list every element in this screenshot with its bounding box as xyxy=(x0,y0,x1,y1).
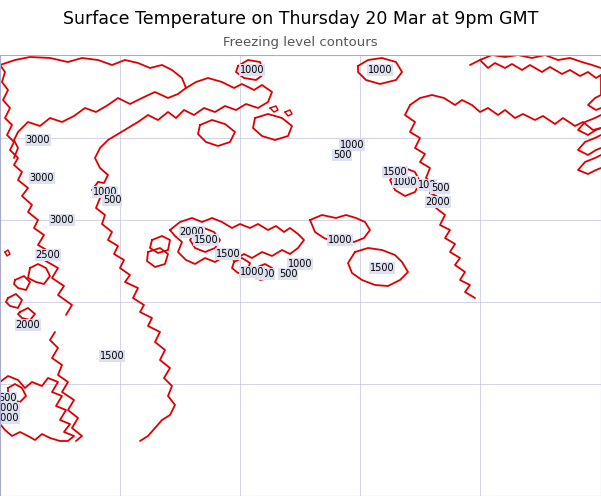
Text: 1000: 1000 xyxy=(240,65,264,75)
Text: 1000: 1000 xyxy=(288,259,313,269)
Text: 3000: 3000 xyxy=(30,173,54,183)
Text: 100: 100 xyxy=(418,180,436,190)
Text: 1500: 1500 xyxy=(383,167,407,177)
Text: 1000: 1000 xyxy=(368,65,392,75)
Text: 1000: 1000 xyxy=(340,140,364,150)
Text: 1500: 1500 xyxy=(100,351,124,361)
Text: 500: 500 xyxy=(103,195,121,205)
Text: 2000: 2000 xyxy=(16,320,40,330)
Text: 1500: 1500 xyxy=(216,249,240,259)
Text: 1000: 1000 xyxy=(392,177,417,187)
Text: 1500: 1500 xyxy=(370,263,394,273)
Text: 3000: 3000 xyxy=(50,215,75,225)
Text: 1500: 1500 xyxy=(194,235,218,245)
Text: Surface Temperature on Thursday 20 Mar at 9pm GMT: Surface Temperature on Thursday 20 Mar a… xyxy=(63,10,538,28)
Text: Freezing level contours: Freezing level contours xyxy=(223,36,378,50)
Text: 2500: 2500 xyxy=(35,250,60,260)
Text: 1000: 1000 xyxy=(328,235,352,245)
Text: 3000: 3000 xyxy=(26,135,50,145)
Text: 1000: 1000 xyxy=(0,403,19,413)
Text: 1000: 1000 xyxy=(93,187,117,197)
Text: 1000: 1000 xyxy=(0,413,19,423)
Text: 500: 500 xyxy=(333,150,351,160)
Text: 500: 500 xyxy=(279,269,297,279)
Text: 2000: 2000 xyxy=(180,227,204,237)
Text: 500: 500 xyxy=(431,183,450,193)
Text: 1000: 1000 xyxy=(240,267,264,277)
Text: 2000: 2000 xyxy=(426,197,450,207)
Text: 500: 500 xyxy=(0,393,16,403)
Text: 500: 500 xyxy=(256,269,274,279)
